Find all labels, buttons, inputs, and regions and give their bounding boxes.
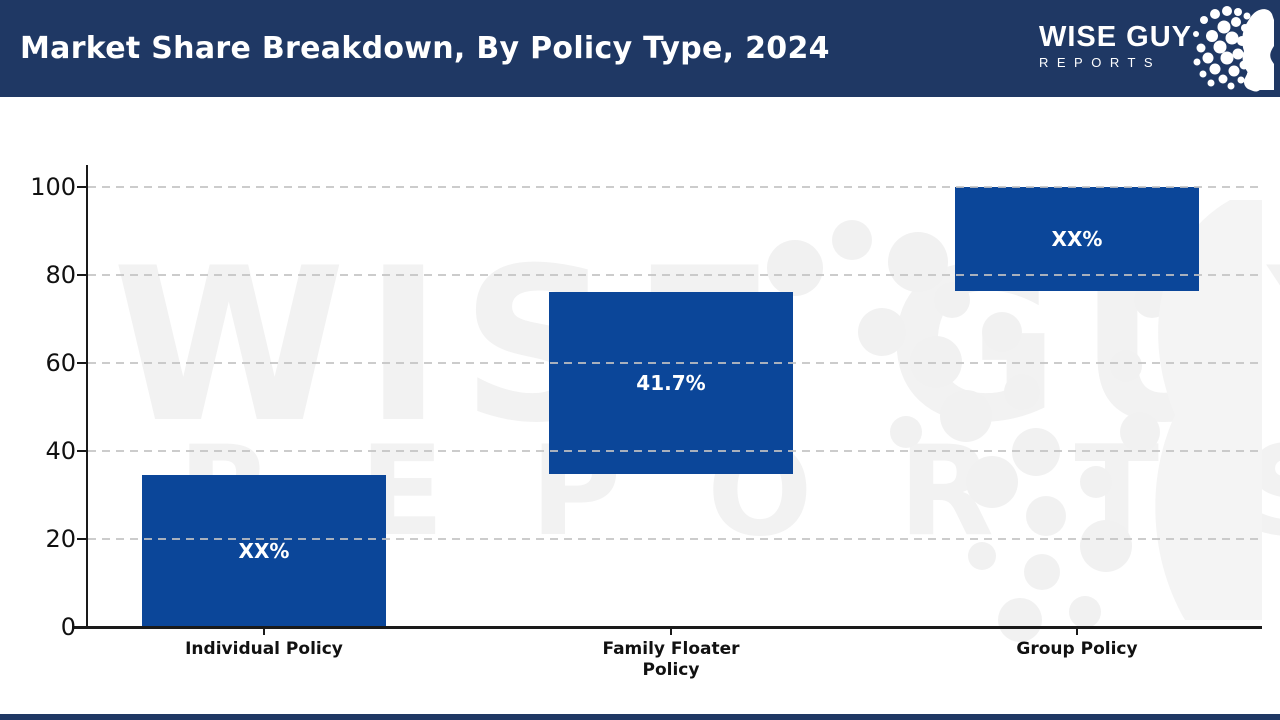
logo-wordmark: WISE GUY <box>1039 21 1193 53</box>
y-tick-0 <box>77 626 86 628</box>
y-tick-label-20: 20 <box>45 525 76 553</box>
plot-area: XX% 41.7% XX% 0 20 40 60 80 100 Individual Policy… <box>0 97 1280 714</box>
gridline-100 <box>88 186 1262 188</box>
bar-value-label: XX% <box>1051 227 1103 252</box>
x-axis-line <box>72 626 1262 629</box>
gridline-20 <box>88 538 1262 540</box>
bar-family-floater-policy <box>549 291 793 475</box>
bar-value-label: XX% <box>238 539 290 564</box>
x-tick-0 <box>263 629 265 635</box>
x-category-label: Group Policy <box>1016 639 1138 659</box>
x-tick-2 <box>1076 629 1078 635</box>
y-tick-40 <box>77 450 86 452</box>
x-tick-1 <box>670 629 672 635</box>
y-tick-80 <box>77 274 86 276</box>
y-tick-100 <box>77 186 86 188</box>
y-axis-line <box>86 165 88 629</box>
header-banner: Market Share Breakdown, By Policy Type, … <box>0 0 1280 97</box>
bar-individual-policy <box>142 475 386 626</box>
y-tick-label-40: 40 <box>45 437 76 465</box>
y-tick-60 <box>77 362 86 364</box>
x-category-label: Family Floater Policy <box>602 639 740 680</box>
gridline-60 <box>88 362 1262 364</box>
y-tick-label-100: 100 <box>30 173 76 201</box>
chart-title: Market Share Breakdown, By Policy Type, … <box>20 31 830 66</box>
face-profile-icon <box>1193 6 1274 92</box>
gridline-40 <box>88 450 1262 452</box>
footer-bar <box>0 714 1280 720</box>
bar-value-label: 41.7% <box>636 371 706 396</box>
wiseguy-logo: WISE GUY REPORTS <box>1039 6 1274 92</box>
y-tick-label-0: 0 <box>60 613 76 641</box>
y-tick-label-80: 80 <box>45 261 76 289</box>
logo-subtitle: REPORTS <box>1039 55 1162 70</box>
y-tick-label-60: 60 <box>45 349 76 377</box>
x-category-label: Individual Policy <box>185 639 343 659</box>
gridline-80 <box>88 274 1262 276</box>
logo-text: WISE GUY REPORTS <box>1039 22 1192 72</box>
y-tick-20 <box>77 538 86 540</box>
